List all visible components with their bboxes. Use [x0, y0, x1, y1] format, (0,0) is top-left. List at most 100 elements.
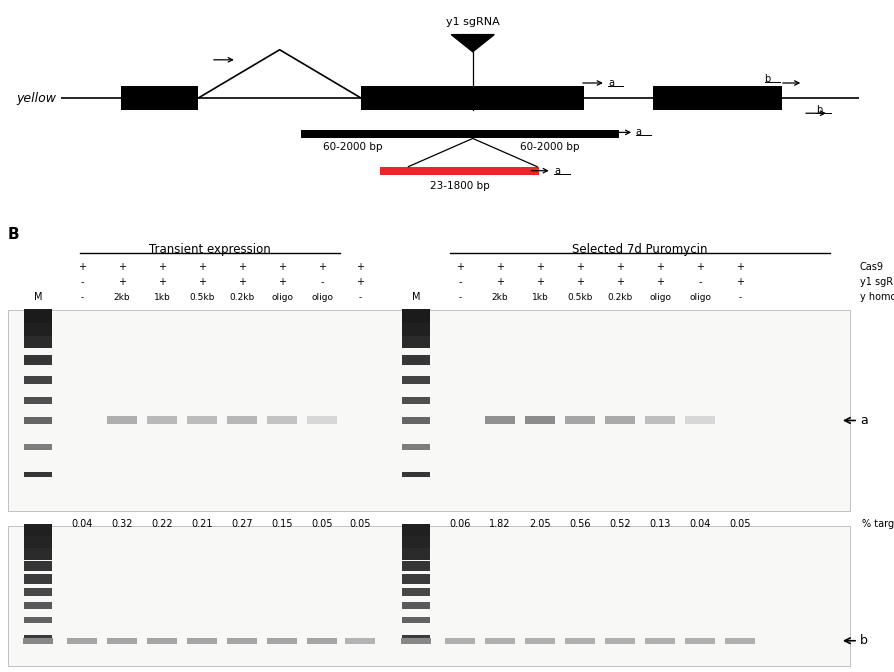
- Bar: [402, 336, 430, 348]
- Bar: [402, 355, 430, 366]
- Text: +: +: [78, 262, 86, 272]
- Bar: [485, 417, 515, 425]
- Bar: [380, 167, 539, 175]
- Bar: [645, 417, 675, 425]
- Bar: [24, 536, 52, 550]
- Text: +: +: [576, 277, 584, 287]
- Text: +: +: [118, 277, 126, 287]
- Text: +: +: [656, 262, 664, 272]
- Bar: [8, 526, 850, 666]
- Text: Cas9: Cas9: [860, 262, 884, 272]
- Bar: [402, 587, 430, 595]
- Bar: [147, 638, 177, 644]
- Text: 0.5kb: 0.5kb: [190, 293, 215, 302]
- Text: -: -: [80, 293, 84, 302]
- Text: oligo: oligo: [649, 293, 671, 302]
- Text: B: B: [8, 227, 20, 242]
- Bar: [401, 638, 431, 644]
- Bar: [402, 309, 430, 327]
- Text: +: +: [356, 262, 364, 272]
- Bar: [565, 417, 595, 425]
- Text: a: a: [860, 414, 868, 427]
- Text: +: +: [736, 277, 744, 287]
- Text: 0.13: 0.13: [649, 519, 670, 529]
- Text: 0.5kb: 0.5kb: [568, 293, 593, 302]
- Bar: [24, 376, 52, 384]
- Bar: [187, 417, 217, 425]
- Bar: [227, 417, 257, 425]
- Text: 0.04: 0.04: [72, 519, 93, 529]
- Bar: [473, 130, 619, 138]
- Text: -: -: [738, 293, 742, 302]
- Bar: [605, 638, 635, 644]
- Text: +: +: [536, 262, 544, 272]
- Bar: [485, 638, 515, 644]
- Bar: [267, 417, 297, 425]
- Bar: [24, 417, 52, 424]
- Bar: [402, 472, 430, 477]
- Text: b: b: [816, 106, 822, 115]
- Bar: [24, 561, 52, 571]
- Text: -: -: [358, 293, 362, 302]
- Text: -: -: [459, 293, 461, 302]
- Text: oligo: oligo: [689, 293, 711, 302]
- Text: 0.05: 0.05: [350, 519, 371, 529]
- Bar: [24, 617, 52, 623]
- Bar: [402, 323, 430, 337]
- Bar: [24, 575, 52, 583]
- Text: +: +: [356, 277, 364, 287]
- Text: 0.52: 0.52: [609, 519, 631, 529]
- Text: -: -: [698, 277, 702, 287]
- Text: +: +: [198, 262, 206, 272]
- Bar: [402, 376, 430, 384]
- Bar: [402, 635, 430, 641]
- Text: 60-2000 bp: 60-2000 bp: [520, 142, 579, 153]
- Text: y1 sgRNA: y1 sgRNA: [446, 17, 500, 28]
- Text: yellow: yellow: [16, 91, 56, 105]
- Bar: [107, 638, 137, 644]
- Bar: [107, 417, 137, 425]
- Bar: [24, 444, 52, 450]
- Text: +: +: [278, 262, 286, 272]
- Text: +: +: [158, 277, 166, 287]
- Bar: [267, 638, 297, 644]
- Text: Transient expression: Transient expression: [149, 243, 271, 256]
- Bar: [402, 444, 430, 450]
- Bar: [24, 635, 52, 641]
- Bar: [345, 638, 375, 644]
- Text: +: +: [278, 277, 286, 287]
- Text: +: +: [496, 262, 504, 272]
- Text: 2.05: 2.05: [529, 519, 551, 529]
- Text: % targeting: % targeting: [862, 519, 894, 529]
- Bar: [227, 638, 257, 644]
- Bar: [24, 355, 52, 366]
- Bar: [361, 86, 585, 110]
- Text: +: +: [118, 262, 126, 272]
- Text: a: a: [608, 78, 614, 88]
- Text: +: +: [536, 277, 544, 287]
- Text: -: -: [80, 277, 84, 287]
- Text: +: +: [656, 277, 664, 287]
- Bar: [147, 417, 177, 425]
- Bar: [8, 310, 850, 511]
- Bar: [402, 397, 430, 404]
- Text: 0.15: 0.15: [271, 519, 292, 529]
- Bar: [685, 638, 715, 644]
- Text: 0.2kb: 0.2kb: [607, 293, 633, 302]
- Text: 0.06: 0.06: [450, 519, 470, 529]
- Text: b: b: [764, 74, 771, 84]
- Text: M: M: [412, 292, 420, 302]
- Bar: [402, 575, 430, 583]
- Bar: [402, 548, 430, 560]
- Text: +: +: [496, 277, 504, 287]
- Bar: [301, 130, 473, 138]
- Text: a: a: [636, 128, 642, 137]
- Bar: [24, 397, 52, 404]
- Text: -: -: [459, 277, 461, 287]
- Bar: [402, 602, 430, 609]
- Bar: [24, 548, 52, 560]
- Bar: [565, 638, 595, 644]
- Text: a: a: [554, 166, 561, 175]
- Polygon shape: [451, 35, 494, 52]
- Text: y homology: y homology: [860, 292, 894, 302]
